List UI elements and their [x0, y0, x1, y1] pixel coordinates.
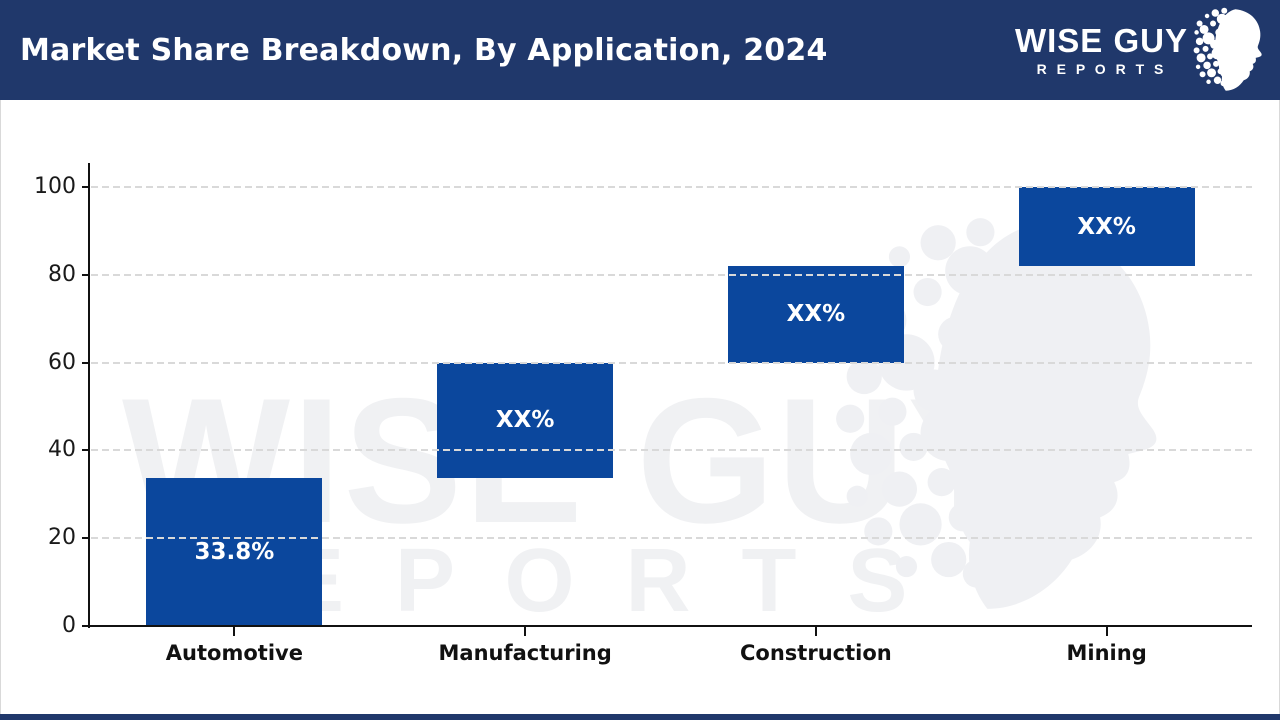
bar-value-label: XX%	[495, 407, 555, 434]
y-tick-label: 0	[62, 613, 76, 638]
y-tick-label: 20	[48, 525, 76, 551]
x-tick-label: Construction	[740, 641, 892, 665]
x-tick-mark	[1105, 627, 1108, 636]
y-tick-mark	[82, 625, 89, 627]
chart-area: WISE GUY R E P O R T S 0 20 40 60 80 100 33.8…	[0, 100, 1280, 714]
chart-title: Market Share Breakdown, By Application, …	[20, 32, 828, 68]
footer-bar	[0, 714, 1280, 720]
y-tick-label: 40	[48, 437, 76, 463]
y-tick-mark	[82, 273, 89, 276]
bar-segment	[146, 477, 323, 626]
y-tick-mark	[82, 361, 89, 364]
x-tick-mark	[524, 627, 527, 636]
x-tick-mark	[814, 627, 817, 636]
x-tick-label: Automotive	[165, 641, 303, 665]
y-tick-mark	[82, 449, 89, 452]
x-axis-line	[88, 625, 1252, 627]
x-tick-label: Manufacturing	[438, 641, 612, 665]
gridline	[91, 273, 1252, 276]
gridline	[91, 537, 1252, 540]
logo-subtitle: R E P O R T S	[1036, 60, 1167, 77]
y-axis-line	[88, 163, 90, 628]
logo-wordmark: WISE GUY	[1014, 21, 1188, 59]
x-tick-mark	[233, 627, 236, 636]
y-tick-mark	[82, 186, 89, 188]
logo-face-icon	[1193, 7, 1262, 91]
bar-value-label: XX%	[786, 301, 846, 328]
y-tick-mark	[82, 537, 89, 540]
bar-value-label: XX%	[1077, 213, 1136, 240]
x-tick-label: Mining	[1066, 641, 1147, 665]
bar-segment	[437, 362, 614, 478]
gridline	[91, 361, 1252, 364]
header: Market Share Breakdown, By Application, …	[0, 0, 1280, 100]
brand-logo: WISE GUY R E P O R T S	[1015, 4, 1266, 96]
y-tick-label: 80	[48, 261, 76, 287]
y-tick-label: 100	[34, 174, 76, 199]
page-border-left	[0, 100, 1, 714]
y-tick-label: 60	[48, 349, 76, 375]
gridline	[91, 449, 1252, 452]
logo-text: WISE GUY R E P O R T S	[1014, 21, 1188, 77]
bar-value-label: 33.8%	[194, 538, 275, 565]
gridline	[91, 186, 1252, 188]
